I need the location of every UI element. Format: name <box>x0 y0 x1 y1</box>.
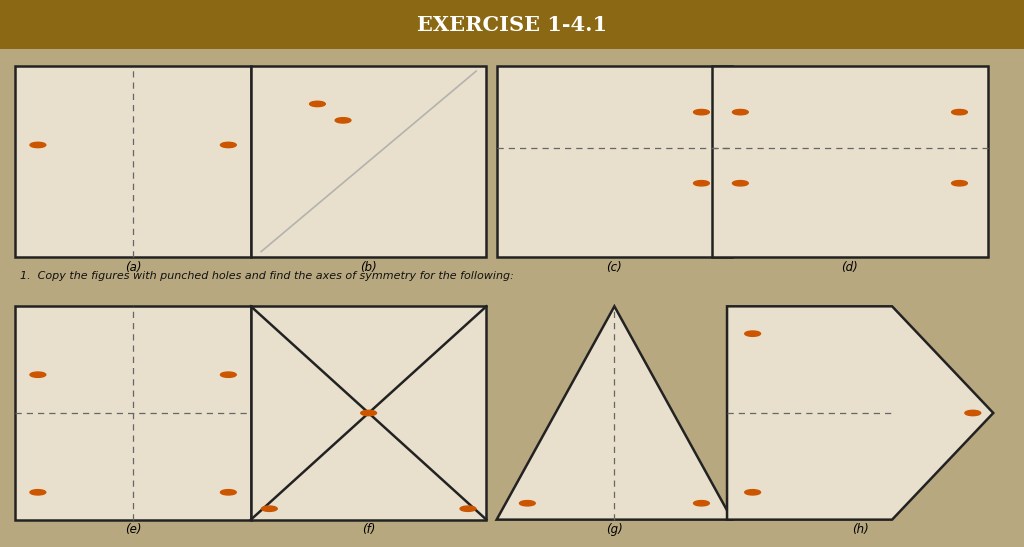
Ellipse shape <box>693 501 710 506</box>
Text: (a): (a) <box>125 261 141 274</box>
Text: (c): (c) <box>606 261 623 274</box>
Ellipse shape <box>335 118 351 123</box>
Ellipse shape <box>360 410 377 416</box>
Ellipse shape <box>951 181 968 186</box>
Bar <box>251 66 486 257</box>
Ellipse shape <box>732 181 749 186</box>
Ellipse shape <box>220 142 237 148</box>
Ellipse shape <box>220 490 237 495</box>
Bar <box>0 0 1024 49</box>
Polygon shape <box>497 306 732 520</box>
Ellipse shape <box>261 506 278 511</box>
Ellipse shape <box>519 501 536 506</box>
Bar <box>251 306 486 520</box>
Ellipse shape <box>744 331 761 336</box>
Ellipse shape <box>309 101 326 107</box>
Bar <box>15 306 251 520</box>
Text: (h): (h) <box>852 523 868 536</box>
Polygon shape <box>727 306 993 520</box>
Ellipse shape <box>693 181 710 186</box>
Ellipse shape <box>30 490 46 495</box>
Bar <box>15 66 251 257</box>
Ellipse shape <box>460 506 476 511</box>
Text: (g): (g) <box>606 523 623 536</box>
Text: (b): (b) <box>360 261 377 274</box>
Text: (e): (e) <box>125 523 141 536</box>
Ellipse shape <box>951 109 968 115</box>
Ellipse shape <box>744 490 761 495</box>
Text: (d): (d) <box>842 261 858 274</box>
Ellipse shape <box>30 142 46 148</box>
Text: (f): (f) <box>361 523 376 536</box>
Bar <box>712 66 988 257</box>
Text: EXERCISE 1-4.1: EXERCISE 1-4.1 <box>417 15 607 34</box>
Ellipse shape <box>732 109 749 115</box>
Ellipse shape <box>220 372 237 377</box>
Bar <box>497 66 732 257</box>
Ellipse shape <box>30 372 46 377</box>
Ellipse shape <box>693 109 710 115</box>
Ellipse shape <box>965 410 981 416</box>
Text: 1.  Copy the figures with punched holes and find the axes of symmetry for the fo: 1. Copy the figures with punched holes a… <box>20 271 514 281</box>
